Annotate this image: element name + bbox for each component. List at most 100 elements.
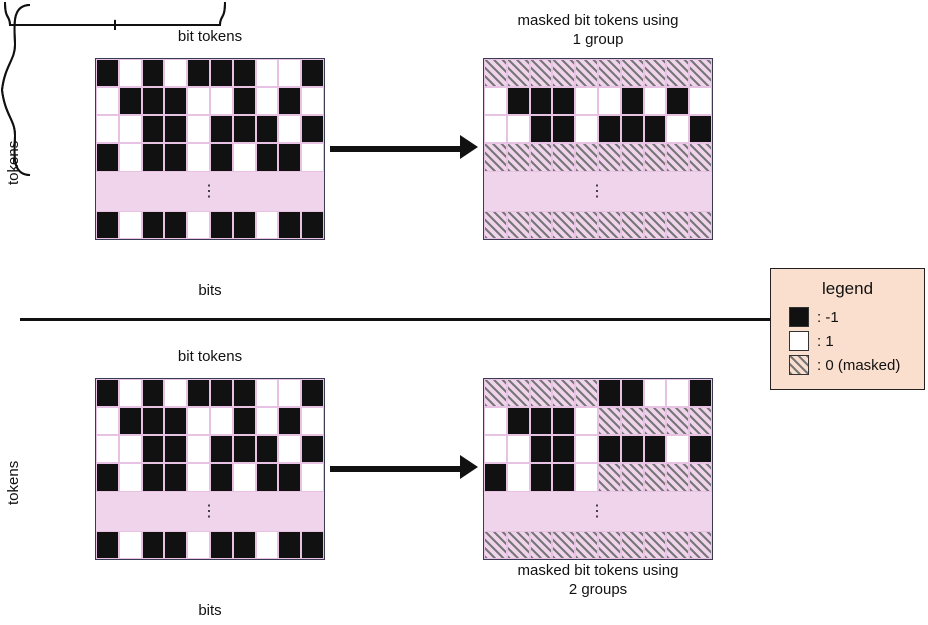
- legend-swatch-white: [789, 331, 809, 351]
- grid-cell-last-3: [552, 211, 575, 239]
- grid-cell-3-1: [119, 463, 142, 491]
- grid-cell-2-5: [598, 115, 621, 143]
- grid-cell-0-3: [164, 379, 187, 407]
- grid-cell-2-1: [119, 435, 142, 463]
- grid-cell-0-4: [187, 379, 210, 407]
- grid-cell-1-2: [142, 87, 165, 115]
- grid-cell-2-4: [575, 435, 598, 463]
- grid-cell-2-5: [210, 435, 233, 463]
- grid-cell-2-3: [552, 435, 575, 463]
- grid-cell-1-0: [484, 407, 507, 435]
- grid-cell-0-4: [187, 59, 210, 87]
- grid-cell-3-8: [278, 143, 301, 171]
- grid-cell-3-3: [164, 143, 187, 171]
- grid-cell-1-5: [210, 407, 233, 435]
- grid-cell-0-7: [644, 59, 667, 87]
- grid-cell-1-1: [119, 407, 142, 435]
- grid-cell-3-5: [598, 143, 621, 171]
- grid-cell-last-7: [644, 211, 667, 239]
- grid-cell-2-4: [575, 115, 598, 143]
- grid-cell-0-1: [507, 59, 530, 87]
- arrow-head-bottom: [460, 455, 478, 479]
- grid-cell-2-7: [644, 435, 667, 463]
- grid-cell-0-5: [598, 379, 621, 407]
- grid-cell-1-8: [278, 87, 301, 115]
- grid-cell-2-8: [278, 115, 301, 143]
- grid-cell-0-0: [96, 379, 119, 407]
- grid-cell-0-9: [689, 59, 712, 87]
- grid-dots-row: ⋮: [96, 492, 324, 531]
- grid-cell-1-0: [96, 407, 119, 435]
- grid-cell-0-2: [530, 379, 553, 407]
- grid-cell-3-2: [142, 463, 165, 491]
- grid-cell-2-4: [187, 115, 210, 143]
- grid-cell-0-1: [119, 379, 142, 407]
- grid-cell-1-0: [484, 87, 507, 115]
- grid-cell-0-9: [689, 379, 712, 407]
- grid-cell-2-4: [187, 435, 210, 463]
- grid-cell-1-1: [507, 407, 530, 435]
- grid-cell-0-4: [575, 379, 598, 407]
- grid-cell-1-2: [142, 407, 165, 435]
- grid-cell-0-7: [256, 59, 279, 87]
- arrow-bottom: [330, 466, 460, 472]
- grid-cell-last-4: [187, 531, 210, 559]
- grid-row-3: [484, 463, 712, 491]
- grid-cell-1-6: [233, 87, 256, 115]
- grid-cell-3-1: [119, 143, 142, 171]
- grid-cell-last-5: [598, 211, 621, 239]
- grid-cell-0-2: [142, 379, 165, 407]
- left-grid-box-bottom: ⋮: [95, 378, 325, 560]
- grid-cell-last-5: [210, 211, 233, 239]
- grid-cell-3-1: [507, 143, 530, 171]
- grid-cell-0-5: [598, 59, 621, 87]
- grid-cell-0-0: [96, 59, 119, 87]
- grid-cell-2-0: [96, 435, 119, 463]
- grid-cell-1-7: [256, 407, 279, 435]
- grid-row-2: [96, 115, 324, 143]
- grid-cell-0-3: [552, 379, 575, 407]
- bits-label-bottom: bits: [95, 602, 325, 619]
- grid-cell-0-9: [301, 59, 324, 87]
- legend-title: legend: [789, 279, 906, 299]
- grid-cell-3-6: [233, 143, 256, 171]
- grid-cell-last-6: [621, 211, 644, 239]
- grid-cell-2-7: [644, 115, 667, 143]
- right-grid-box-bottom: ⋮: [483, 378, 713, 560]
- grid-cell-1-9: [689, 87, 712, 115]
- grid-cell-0-0: [484, 379, 507, 407]
- grid-cell-2-8: [666, 115, 689, 143]
- grid-cell-3-6: [233, 463, 256, 491]
- grid-cell-0-0: [484, 59, 507, 87]
- grid-cell-2-5: [210, 115, 233, 143]
- grid-cell-1-4: [575, 87, 598, 115]
- grid-cell-2-0: [484, 435, 507, 463]
- grid-cell-last-8: [278, 211, 301, 239]
- grid-cell-2-9: [689, 435, 712, 463]
- grid-cell-1-7: [256, 87, 279, 115]
- grid-cell-last-8: [278, 531, 301, 559]
- grid-cell-last-2: [142, 531, 165, 559]
- grid-cell-3-0: [484, 143, 507, 171]
- grid-cell-last-3: [552, 531, 575, 559]
- grid-cell-0-6: [233, 379, 256, 407]
- grid-cell-3-9: [301, 463, 324, 491]
- grid-row-3: [96, 143, 324, 171]
- grid-cell-3-3: [552, 463, 575, 491]
- grid-dots-row: ⋮: [484, 172, 712, 211]
- grid-cell-0-8: [278, 379, 301, 407]
- grid-cell-0-9: [301, 379, 324, 407]
- grid-cell-0-1: [119, 59, 142, 87]
- grid-cell-1-2: [530, 87, 553, 115]
- grid-cell-2-1: [507, 435, 530, 463]
- grid-cell-2-2: [142, 435, 165, 463]
- grid-cell-1-5: [210, 87, 233, 115]
- grid-cell-last-7: [256, 531, 279, 559]
- grid-cell-0-5: [210, 59, 233, 87]
- grid-cell-0-7: [256, 379, 279, 407]
- legend-row-0: : -1: [789, 307, 906, 327]
- grid-cell-1-3: [552, 87, 575, 115]
- arrow-head-top: [460, 135, 478, 159]
- grid-cell-last-6: [233, 211, 256, 239]
- grid-row-1: [96, 87, 324, 115]
